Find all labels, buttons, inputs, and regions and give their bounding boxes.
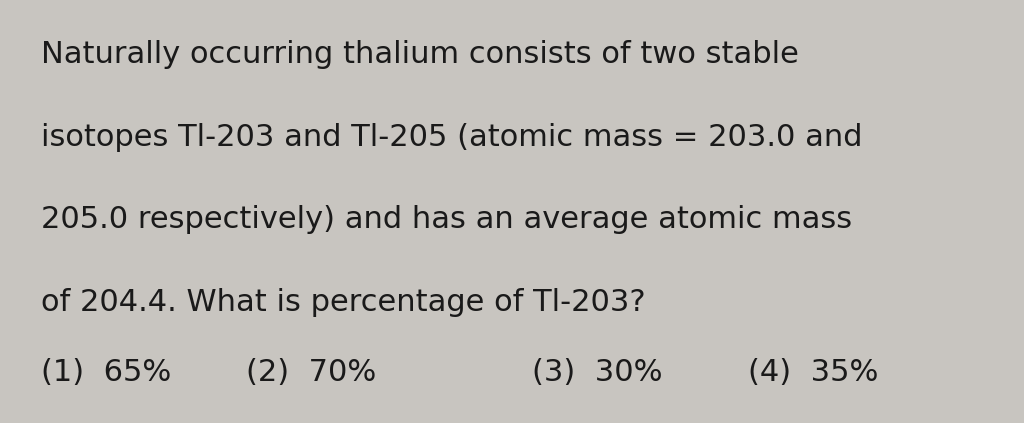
Text: Naturally occurring thalium consists of two stable: Naturally occurring thalium consists of … <box>41 41 799 69</box>
Text: (3)  30%: (3) 30% <box>532 358 663 387</box>
Text: (2)  70%: (2) 70% <box>246 358 376 387</box>
Text: isotopes Tl-203 and Tl-205 (atomic mass = 203.0 and: isotopes Tl-203 and Tl-205 (atomic mass … <box>41 123 862 152</box>
Text: 205.0 respectively) and has an average atomic mass: 205.0 respectively) and has an average a… <box>41 206 852 234</box>
Text: (4)  35%: (4) 35% <box>748 358 878 387</box>
Text: (1)  65%: (1) 65% <box>41 358 171 387</box>
Text: of 204.4. What is percentage of Tl-203?: of 204.4. What is percentage of Tl-203? <box>41 288 645 317</box>
